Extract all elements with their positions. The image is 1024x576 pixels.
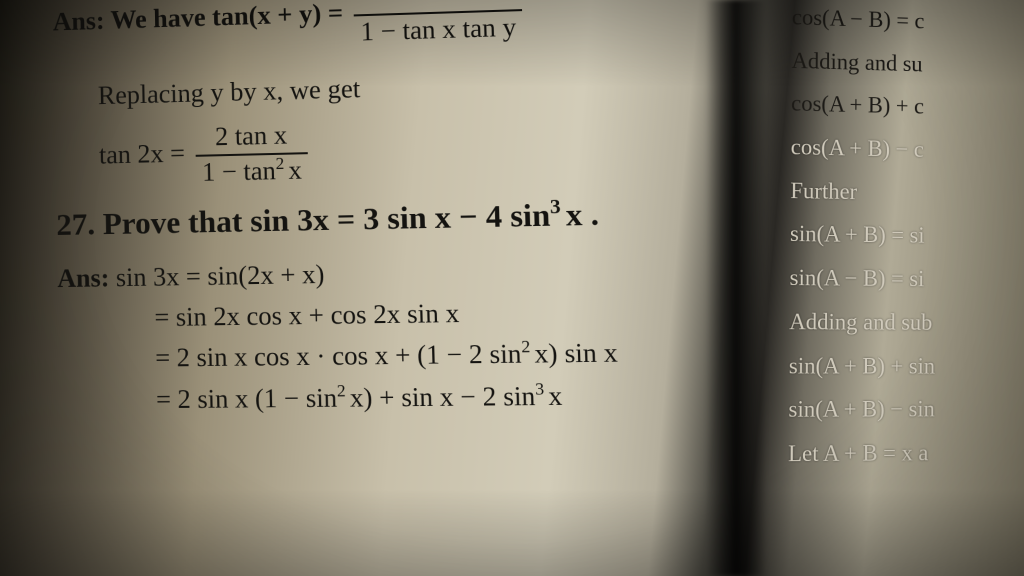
r-line-4: cos(A + B) − c: [791, 125, 1024, 173]
r-line-5: Further: [790, 169, 1024, 216]
q27-equation: sin 3x = 3 sin x − 4 sin3x .: [250, 196, 599, 239]
q27-label: 27. Prove that: [56, 203, 251, 242]
r-line-3: cos(A + B) + c: [791, 82, 1024, 131]
ans-label-prev: Ans: We have tan(x + y) =: [53, 0, 344, 36]
tan2x-lhs: tan 2x =: [99, 139, 185, 170]
fraction-tan2x: 2 tan x 1 − tan2x: [191, 121, 312, 188]
fraction-tanxy: . 1 − tan x tan y: [349, 0, 527, 47]
answer-line-2: = sin 2x cos x + cos 2x sin x: [154, 289, 746, 338]
fraction-tan2x-num: 2 tan x: [195, 121, 308, 155]
answer-line-3: = 2 sin x cos x · cos x + (1 − 2 sin2x) …: [155, 331, 748, 379]
left-page-column: Ans: We have tan(x + y) = . 1 − tan x ta…: [52, 0, 749, 421]
ans-label: Ans:: [57, 263, 110, 293]
r-line-11: Let A + B = x a: [788, 431, 1024, 476]
r-line-8: Adding and sub: [789, 300, 1024, 345]
r-line-9: sin(A + B) + sin: [789, 344, 1024, 388]
fraction-tanxy-den: 1 − tan x tan y: [354, 9, 523, 47]
r-line-6: sin(A + B) = si: [790, 212, 1024, 258]
right-page-column: cos(A − B) = c Adding and su cos(A + B) …: [788, 0, 1024, 476]
answer-line-4: = 2 sin x (1 − sin2x) + sin x − 2 sin3x: [156, 374, 750, 421]
r-line-7: sin(A − B) = si: [789, 256, 1024, 302]
r-line-2: Adding and su: [791, 39, 1024, 89]
r-line-10: sin(A + B) − sin: [788, 388, 1024, 432]
fraction-tan2x-den: 1 − tan2x: [196, 152, 309, 187]
ans-eq-1: sin 3x = sin(2x + x): [116, 259, 325, 292]
